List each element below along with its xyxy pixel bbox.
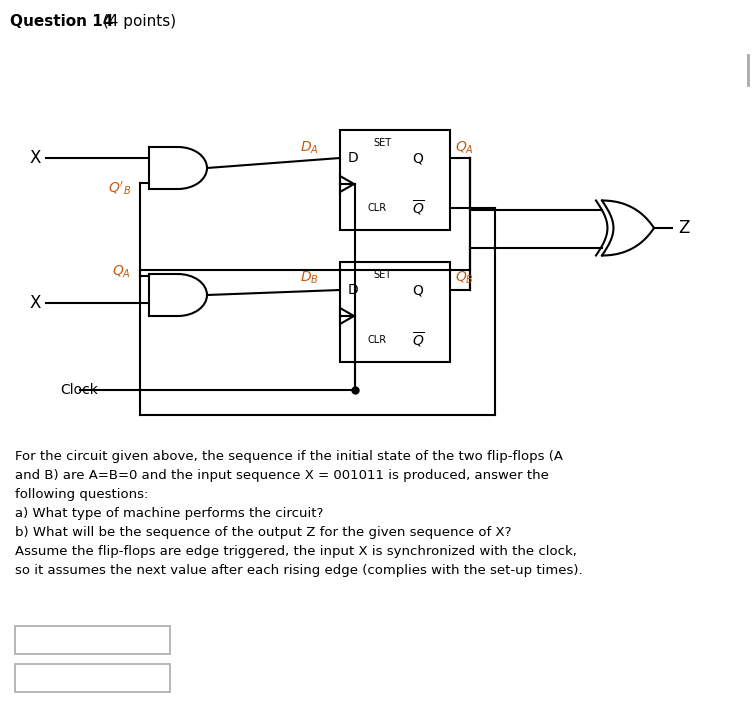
Bar — [15, 664, 170, 692]
Bar — [340, 262, 450, 362]
Text: Clock: Clock — [60, 383, 98, 397]
Text: following questions:: following questions: — [15, 488, 148, 501]
Text: $Q_A$: $Q_A$ — [455, 140, 474, 156]
Text: SET: SET — [373, 270, 391, 280]
Text: $D_A$: $D_A$ — [300, 140, 319, 156]
Text: $D_B$: $D_B$ — [300, 270, 319, 286]
Bar — [15, 626, 170, 654]
Text: so it assumes the next value after each rising edge (complies with the set-up ti: so it assumes the next value after each … — [15, 564, 583, 577]
Text: CLR: CLR — [367, 335, 386, 345]
Text: $\overline{Q}$: $\overline{Q}$ — [412, 198, 425, 217]
Text: Z: Z — [678, 219, 690, 237]
Text: $Q'_B$: $Q'_B$ — [108, 179, 131, 197]
Text: Q: Q — [412, 283, 423, 297]
Text: (4 points): (4 points) — [98, 14, 176, 29]
Text: Q: Q — [412, 151, 423, 165]
Text: D: D — [348, 151, 359, 165]
Text: $Q_B$: $Q_B$ — [455, 270, 474, 286]
Text: For the circuit given above, the sequence if the initial state of the two flip-f: For the circuit given above, the sequenc… — [15, 450, 563, 463]
Bar — [340, 130, 450, 230]
Text: $\overline{Q}$: $\overline{Q}$ — [412, 330, 425, 350]
Text: b) What will be the sequence of the output Z for the given sequence of X?: b) What will be the sequence of the outp… — [15, 526, 511, 539]
Text: Question 14: Question 14 — [10, 14, 114, 29]
Text: $Q_A$: $Q_A$ — [112, 264, 131, 280]
Text: CLR: CLR — [367, 203, 386, 213]
Text: X: X — [30, 294, 41, 312]
Text: X: X — [30, 149, 41, 167]
Text: and B) are A=B=0 and the input sequence X = 001011 is produced, answer the: and B) are A=B=0 and the input sequence … — [15, 469, 549, 482]
Text: D: D — [348, 283, 359, 297]
Text: Assume the flip-flops are edge triggered, the input X is synchronized with the c: Assume the flip-flops are edge triggered… — [15, 545, 577, 558]
Text: a) What type of machine performs the circuit?: a) What type of machine performs the cir… — [15, 507, 323, 520]
Text: SET: SET — [373, 138, 391, 148]
